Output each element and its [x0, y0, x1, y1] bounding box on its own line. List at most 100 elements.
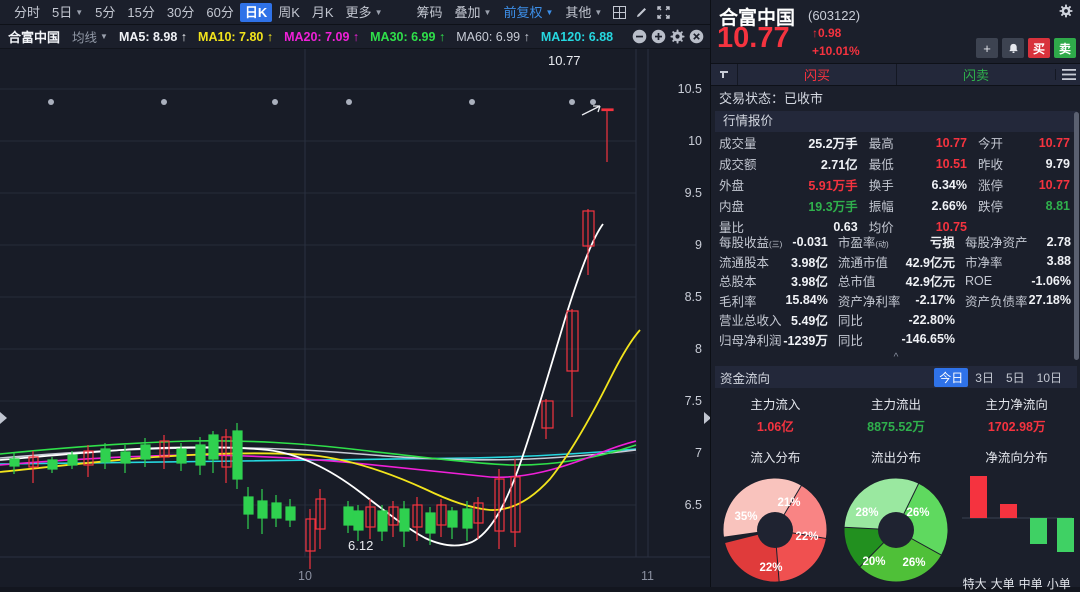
- ma-text: MA10: 7.80: [198, 29, 264, 44]
- donut-slice-label: 20%: [862, 556, 885, 568]
- expand-collapse-toggle[interactable]: ^: [893, 352, 899, 363]
- table-row: 内盘 19.3万手 振幅 2.66% 跌停 8.81: [715, 195, 1077, 216]
- button-chips[interactable]: 筹码: [410, 3, 448, 22]
- net-flow-bar-labels: 特大 大单 中单 小单: [956, 575, 1077, 592]
- cell-label: 营业总收入: [719, 314, 782, 329]
- y-tick: 9: [695, 238, 702, 252]
- ma-text: MA20: 7.09: [284, 29, 350, 44]
- tab-label: 周K: [278, 4, 300, 20]
- chevron-down-icon: ▼: [594, 7, 603, 17]
- right-panel-collapse-arrow[interactable]: [704, 407, 710, 429]
- tab-weekly-k[interactable]: 周K: [272, 3, 306, 22]
- cell-label: 涨停: [978, 179, 1004, 193]
- y-tick: 6.5: [684, 498, 702, 512]
- cell-value: 3.88: [1046, 254, 1071, 269]
- cell-label: 同比: [837, 333, 863, 348]
- tab-label: 60分: [206, 4, 234, 20]
- price-alert-button[interactable]: [1002, 38, 1024, 58]
- tab-15min[interactable]: 15分: [121, 3, 160, 22]
- flow-tab-5day[interactable]: 5日: [1005, 370, 1025, 385]
- grid-icon[interactable]: [608, 3, 630, 22]
- minus-circle-icon[interactable]: [632, 29, 647, 44]
- table-row: 每股收益(三) -0.031 市盈率(动) 亏损 每股净资产 2.78: [715, 232, 1077, 252]
- cell-label: 跌停: [978, 200, 1004, 214]
- button-label: 其他: [565, 4, 592, 20]
- tab-30min[interactable]: 30分: [161, 3, 200, 22]
- button-overlay[interactable]: 叠加 ▼: [449, 3, 498, 22]
- flow-tab-3day[interactable]: 3日: [975, 370, 994, 385]
- cell-label: 每股净资产: [965, 236, 1028, 251]
- button-adjust-forward[interactable]: 前复权 ▼: [497, 3, 559, 22]
- flow-label: 主力流入: [750, 398, 801, 412]
- fullscreen-icon[interactable]: [652, 3, 674, 22]
- tab-5day[interactable]: 5日 ▼: [46, 3, 89, 22]
- bar-label: 大单: [990, 577, 1015, 591]
- close-circle-icon[interactable]: [689, 29, 704, 44]
- sell-button[interactable]: 卖: [1054, 38, 1076, 58]
- cell-label: [961, 330, 1028, 350]
- chart-stock-name: 合富中国: [8, 30, 61, 45]
- table-row: 成交额 2.71亿 最低 10.51 昨收 9.79: [715, 153, 1077, 174]
- gear-icon[interactable]: [670, 29, 685, 44]
- tab-more[interactable]: 更多 ▼: [340, 3, 389, 22]
- chevron-down-icon: ▼: [545, 7, 554, 17]
- tab-fenshi[interactable]: 分时: [8, 3, 46, 22]
- ma-arrow: ↑: [352, 29, 360, 44]
- panel-scrollbar[interactable]: [1074, 112, 1079, 360]
- left-panel-expand-arrow[interactable]: [0, 407, 8, 429]
- chart-canvas: [0, 49, 710, 587]
- cell-label: 市净率: [965, 255, 1003, 270]
- tab-label: 15分: [127, 4, 155, 20]
- tab-5min[interactable]: 5分: [89, 3, 121, 22]
- flow-value: 1.06亿: [756, 420, 794, 434]
- tab-label: 分时: [14, 4, 41, 20]
- flow-value: 1702.98万: [987, 420, 1046, 434]
- flash-buy-button[interactable]: 闪买: [737, 64, 896, 85]
- low-price-callout: 6.12: [348, 538, 374, 553]
- chevron-down-icon[interactable]: ▼: [100, 32, 108, 41]
- ma30-value: MA30: 6.99 ↑: [370, 30, 445, 44]
- stock-detail-panel: 合富中国 (603122) 10.77 ↑0.98 +10.01% + 买 卖 …: [710, 0, 1080, 591]
- ma-mode-label[interactable]: 均线: [72, 31, 98, 45]
- gear-icon[interactable]: [1059, 4, 1073, 23]
- cell-label: 量比: [719, 221, 745, 235]
- hamburger-menu-icon[interactable]: [1055, 69, 1080, 80]
- net-flow-bar-chart: 特大 大单 中单 小单: [956, 468, 1077, 592]
- chart-top-toolbar: 分时 5日 ▼ 5分 15分 30分 60分 日K 周K 月K 更多 ▼ 筹码 叠加…: [0, 0, 710, 25]
- donut-slice-label: 21%: [778, 497, 801, 509]
- tab-daily-k[interactable]: 日K: [239, 2, 273, 22]
- buy-label: 买: [1032, 41, 1045, 56]
- cell-value: 19.3万手: [808, 200, 858, 214]
- tab-60min[interactable]: 60分: [200, 3, 239, 22]
- y-tick: 7.5: [684, 394, 702, 408]
- cell-value: 10.75: [935, 219, 967, 234]
- cell-label: 资产负债率: [965, 294, 1028, 309]
- table-row: 成交量 25.2万手 最高 10.77 今开 10.77: [715, 132, 1077, 153]
- cell-label: 同比: [837, 314, 863, 329]
- bar-large: [999, 504, 1017, 518]
- flow-tab-today[interactable]: 今日: [934, 367, 969, 387]
- flow-col-net: 主力净流向 1702.98万 净流向分布: [956, 388, 1077, 466]
- outflow-donut-chart: 28% 20% 26% 26%: [836, 472, 957, 592]
- button-other[interactable]: 其他 ▼: [559, 3, 608, 22]
- cell-value: [1028, 310, 1077, 330]
- add-to-watchlist-button[interactable]: +: [976, 38, 998, 58]
- y-tick: 8.5: [684, 290, 702, 304]
- donut-slice-label: 26%: [902, 557, 925, 569]
- alarm-bell-icon: [1008, 43, 1018, 53]
- table-row: 量比 0.63 均价 10.75: [715, 216, 1077, 237]
- tab-monthly-k[interactable]: 月K: [306, 3, 340, 22]
- button-label: 叠加: [454, 4, 481, 20]
- flash-sell-button[interactable]: 闪卖: [896, 64, 1055, 85]
- capital-flow-header: 资金流向 今日 3日 5日 10日: [715, 366, 1077, 388]
- flash-expand-caret[interactable]: [711, 70, 737, 80]
- donut-slice-label: 35%: [735, 511, 758, 523]
- plus-circle-icon[interactable]: [651, 29, 666, 44]
- buy-button[interactable]: 买: [1028, 38, 1050, 58]
- flow-tab-10day[interactable]: 10日: [1036, 370, 1062, 385]
- candlestick-chart[interactable]: 10.5 10 9.5 9 8.5 8 7.5 7 6.5 10 11 10.7…: [0, 49, 710, 587]
- cell-label: 昨收: [978, 158, 1004, 172]
- flow-sub-label: 流入分布: [750, 451, 801, 465]
- pen-icon[interactable]: [630, 3, 652, 22]
- donut-slice-label: 28%: [855, 507, 878, 519]
